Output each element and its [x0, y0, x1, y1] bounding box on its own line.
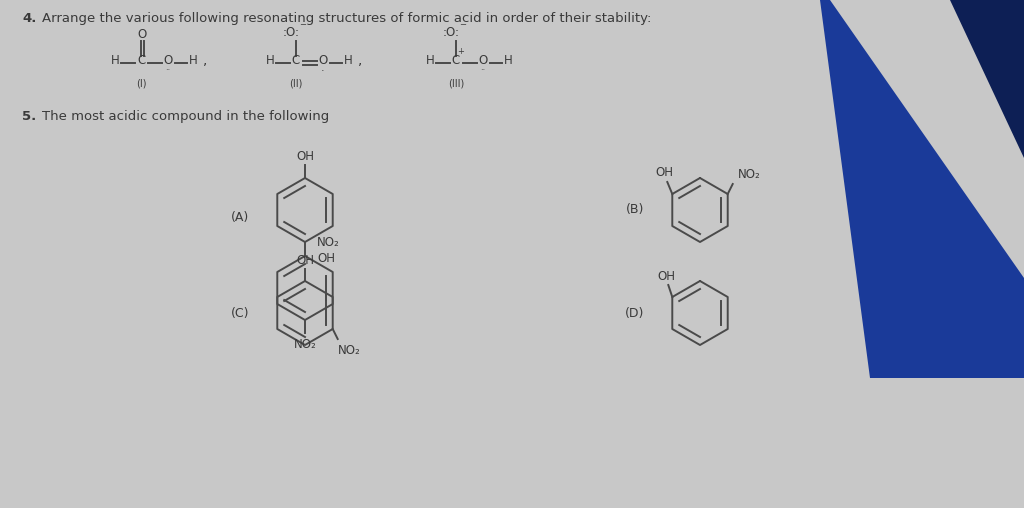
Text: NO₂: NO₂ [294, 337, 316, 351]
Text: :O:: :O: [442, 25, 460, 39]
Text: OH: OH [317, 251, 335, 265]
Text: OH: OH [296, 149, 314, 163]
Text: ..: .. [480, 64, 485, 73]
Text: +: + [458, 48, 465, 56]
Text: NO₂: NO₂ [317, 236, 340, 248]
Text: H: H [504, 53, 512, 67]
Text: O: O [137, 27, 146, 41]
Text: The most acidic compound in the following: The most acidic compound in the followin… [42, 110, 330, 123]
Text: O: O [164, 53, 173, 67]
Text: (B): (B) [626, 204, 644, 216]
Text: (III): (III) [447, 78, 464, 88]
Text: O: O [318, 53, 328, 67]
Text: OH: OH [657, 270, 675, 282]
Text: −: − [460, 20, 467, 29]
Text: Arrange the various following resonating structures of formic acid in order of t: Arrange the various following resonating… [42, 12, 651, 25]
Text: ..: .. [165, 64, 171, 73]
Text: H: H [111, 53, 120, 67]
Polygon shape [950, 0, 1024, 158]
Text: (C): (C) [230, 306, 249, 320]
Text: C: C [137, 53, 145, 67]
Text: 5.: 5. [22, 110, 36, 123]
Text: ,: , [357, 53, 362, 67]
Text: OH: OH [655, 167, 674, 179]
Text: .: . [322, 63, 325, 73]
Polygon shape [780, 0, 1024, 378]
Text: C: C [292, 53, 300, 67]
Text: H: H [426, 53, 434, 67]
Text: C: C [452, 53, 460, 67]
Text: (A): (A) [230, 211, 249, 225]
Text: ,: , [203, 53, 207, 67]
Text: NO₂: NO₂ [737, 168, 761, 180]
Text: H: H [344, 53, 352, 67]
Text: −: − [299, 20, 306, 29]
Text: (II): (II) [290, 78, 303, 88]
Text: NO₂: NO₂ [338, 343, 360, 357]
Text: (I): (I) [136, 78, 146, 88]
Text: 4.: 4. [22, 12, 37, 25]
Text: (D): (D) [626, 306, 645, 320]
Text: H: H [265, 53, 274, 67]
Text: :O:: :O: [283, 25, 299, 39]
Text: OH: OH [296, 253, 314, 267]
Text: H: H [188, 53, 198, 67]
Text: O: O [478, 53, 487, 67]
